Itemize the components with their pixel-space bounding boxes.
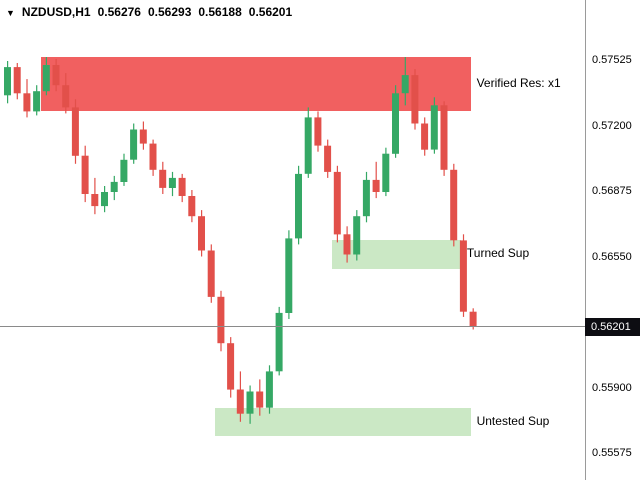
bearish-candle	[411, 75, 419, 124]
bullish-candle	[430, 105, 438, 150]
bullish-candle	[362, 179, 370, 217]
zone-label: Turned Sup	[466, 246, 530, 261]
bullish-candle	[265, 371, 273, 408]
bullish-candle	[382, 153, 390, 192]
price-axis-label: 0.57525	[592, 54, 632, 66]
bearish-candle	[343, 234, 351, 255]
bearish-candle	[217, 296, 225, 344]
bearish-candle	[207, 250, 215, 297]
current-price-line	[0, 326, 585, 328]
bullish-candle	[110, 181, 118, 192]
bullish-candle	[304, 117, 312, 174]
bullish-candle	[285, 238, 293, 313]
bearish-candle	[324, 145, 332, 172]
candlestick-chart[interactable]: Verified Res: x1 Turned Sup Untested Sup	[0, 0, 585, 480]
bearish-candle	[372, 179, 380, 192]
symbol-dropdown-icon: ▼	[6, 7, 15, 18]
bearish-candle	[139, 129, 147, 144]
bearish-candle	[256, 391, 264, 408]
bearish-candle	[81, 155, 89, 194]
price-axis-label: 0.56875	[592, 185, 632, 197]
current-price-box: 0.56201	[585, 317, 640, 336]
bearish-candle	[159, 169, 167, 188]
bullish-candle	[130, 129, 138, 160]
price-axis-label: 0.57200	[592, 119, 632, 132]
ohlc-high: 0.56293	[147, 5, 192, 19]
bullish-candle	[120, 159, 128, 182]
bullish-candle	[392, 93, 399, 154]
current-price-value: 0.56201	[591, 320, 631, 333]
zone-label: Untested Sup	[476, 413, 550, 428]
bullish-candle	[295, 173, 302, 239]
bearish-candle	[236, 389, 244, 414]
bearish-candle	[440, 105, 448, 170]
bearish-candle	[227, 343, 235, 390]
bullish-candle	[33, 91, 41, 112]
bearish-candle	[149, 143, 157, 170]
bearish-candle	[178, 177, 186, 196]
bullish-candle	[275, 312, 283, 372]
bullish-candle	[353, 216, 361, 255]
bearish-candle	[314, 117, 322, 146]
symbol-timeframe: NZDUSD,H1	[21, 5, 91, 19]
bearish-candle	[52, 65, 60, 86]
bearish-candle	[198, 216, 205, 251]
bearish-candle	[450, 169, 458, 241]
bullish-candle	[401, 75, 409, 94]
chart-header: ▼ NZDUSD,H1 0.56276 0.56293 0.56188 0.56…	[6, 5, 292, 19]
bearish-candle	[469, 311, 477, 327]
bearish-candle	[188, 196, 196, 217]
ohlc-close: 0.56201	[248, 5, 293, 19]
bearish-candle	[91, 194, 99, 207]
price-axis-label: 0.56550	[592, 250, 632, 263]
bearish-candle	[62, 85, 70, 108]
bearish-candle	[13, 67, 21, 94]
bearish-candle	[459, 240, 467, 312]
price-axis-label: 0.55575	[592, 447, 632, 459]
bearish-candle	[421, 123, 429, 150]
candles-layer	[4, 57, 477, 424]
zone-label: Verified Res: x1	[476, 76, 561, 91]
bullish-candle	[246, 391, 254, 414]
bearish-candle	[333, 171, 341, 235]
bearish-candle	[23, 93, 31, 112]
bearish-candle	[71, 107, 79, 156]
bullish-candle	[101, 192, 108, 207]
ohlc-low: 0.56188	[198, 5, 242, 19]
bullish-candle	[42, 65, 50, 92]
price-axis[interactable]: 0.57525 0.57200 0.56875 0.56550 0.55900 0.555…	[585, 0, 640, 480]
bullish-candle	[4, 67, 11, 96]
price-axis-label: 0.55900	[592, 381, 632, 394]
price-axis-separator	[585, 0, 586, 480]
bullish-candle	[168, 177, 176, 188]
ohlc-open: 0.56276	[97, 5, 141, 19]
support-zone	[215, 407, 471, 436]
